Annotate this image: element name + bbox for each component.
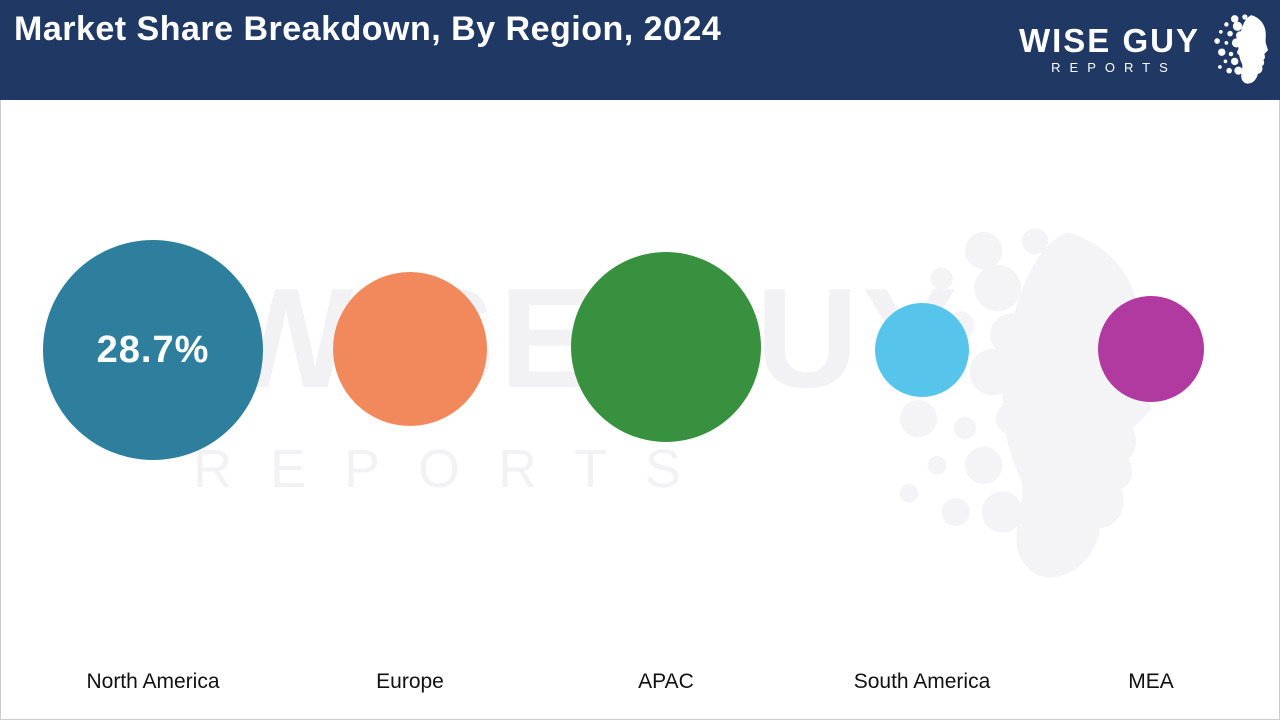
bubble-europe <box>333 272 487 426</box>
wise-guy-logo: WISE GUY REPORTS <box>1019 10 1268 96</box>
region-label-europe: Europe <box>376 670 444 693</box>
region-label-mea: MEA <box>1128 670 1174 693</box>
bubble-mea <box>1098 296 1204 402</box>
region-label-apac: APAC <box>638 670 694 693</box>
logo-text: WISE GUY REPORTS <box>1019 24 1200 74</box>
bubble-apac <box>571 252 761 442</box>
logo-text-secondary: REPORTS <box>1051 60 1177 75</box>
bubble-north-america: 28.7% <box>43 240 263 460</box>
logo-text-primary: WISE GUY <box>1018 22 1200 59</box>
bubble-south-america <box>875 303 969 397</box>
region-label-south-america: South America <box>853 670 991 693</box>
header-bar: Market Share Breakdown, By Region, 2024 … <box>0 0 1280 100</box>
bubble-value-label: 28.7% <box>96 328 210 371</box>
page-title: Market Share Breakdown, By Region, 2024 <box>14 10 722 48</box>
watermark-line2: REPORTS <box>193 439 720 499</box>
region-label-north-america: North America <box>86 670 220 693</box>
